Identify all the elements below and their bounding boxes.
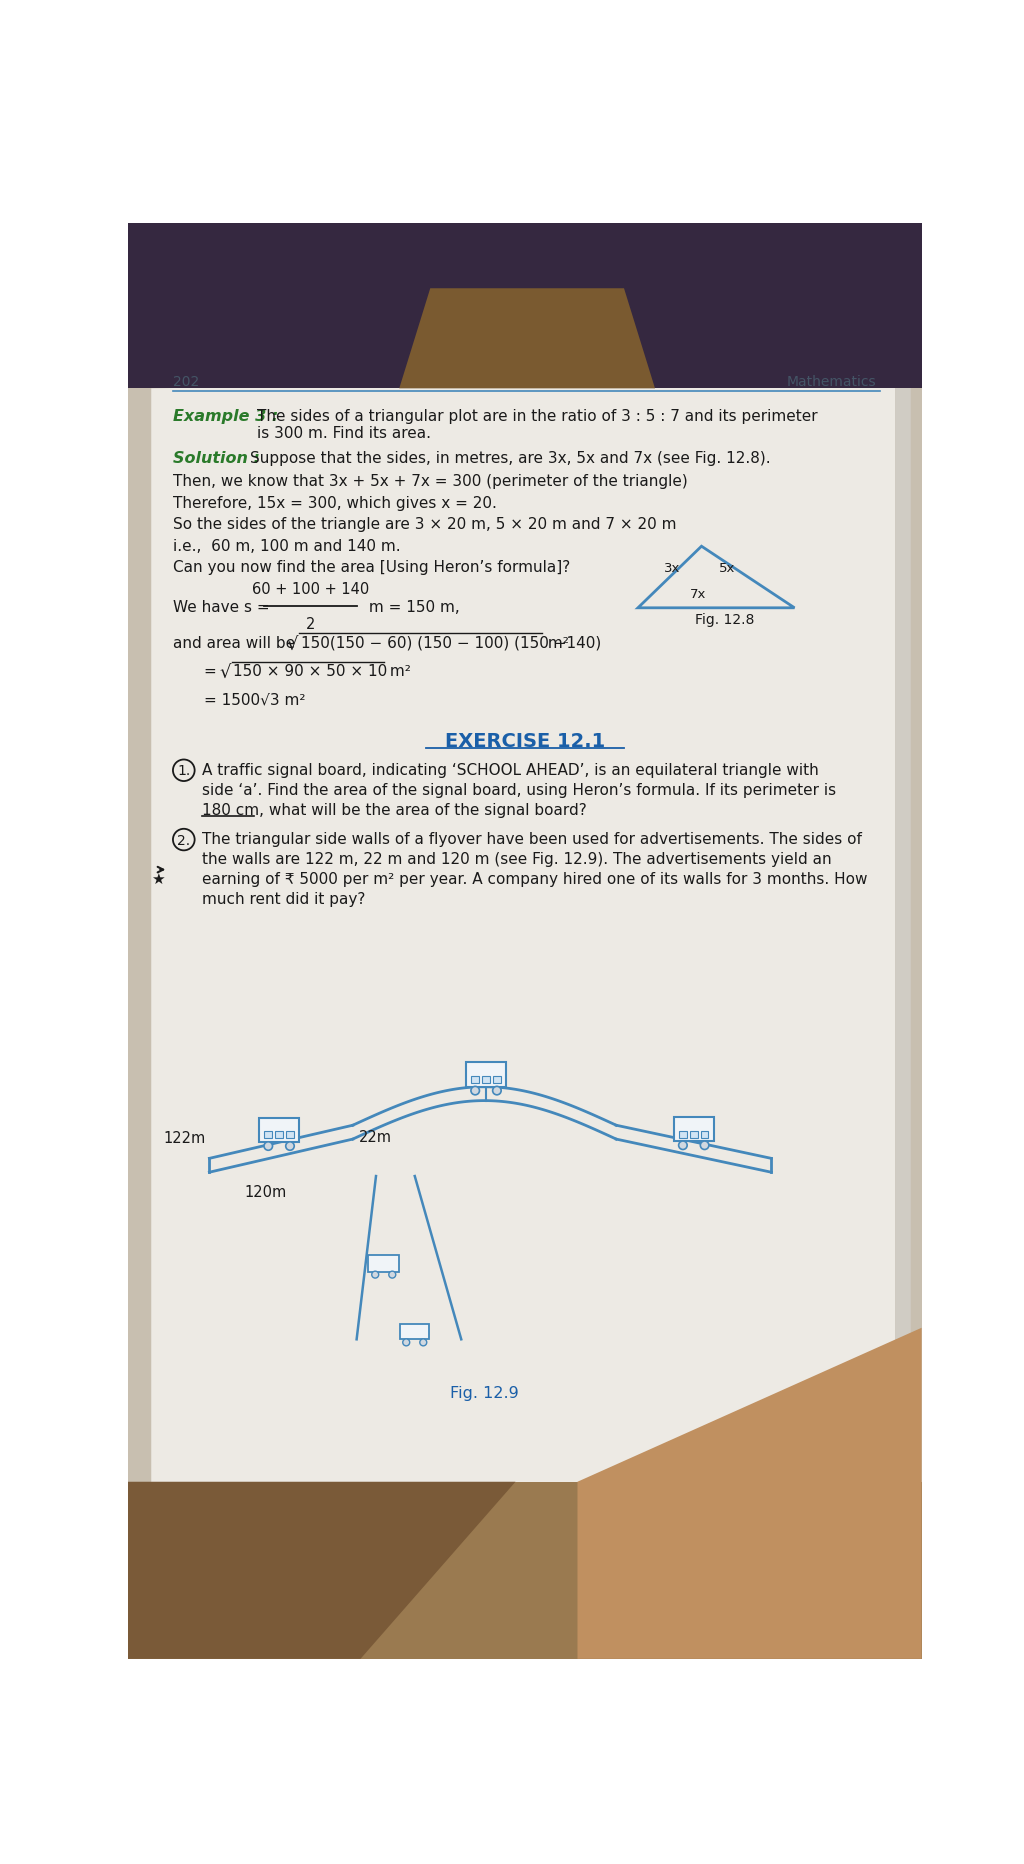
Text: ★: ★ [151,872,164,887]
Bar [700,1131,709,1137]
Text: We have s =: We have s = [173,600,269,615]
Text: 122m: 122m [163,1130,206,1146]
Text: m = 150 m,: m = 150 m, [365,600,460,615]
Bar [679,1131,687,1137]
Text: 2: 2 [305,617,314,632]
Text: 2.: 2. [177,833,190,846]
Text: 120m: 120m [245,1184,287,1199]
Text: Fig. 12.8: Fig. 12.8 [695,613,755,626]
Text: 22m: 22m [359,1130,392,1144]
Circle shape [264,1143,272,1150]
Bar [286,1131,294,1139]
Text: side ‘a’. Find the area of the signal board, using Heron’s formula. If its perim: side ‘a’. Find the area of the signal bo… [202,783,836,798]
Circle shape [493,1087,501,1096]
Polygon shape [578,1327,922,1659]
Polygon shape [399,289,655,390]
Bar [128,224,922,416]
Bar [466,1062,506,1087]
Text: √: √ [219,664,231,682]
Bar [674,1117,714,1143]
Text: 150 × 90 × 50 × 10: 150 × 90 × 50 × 10 [233,664,388,678]
Text: 1.: 1. [177,764,190,777]
Text: and area will be: and area will be [173,636,305,651]
Text: Can you now find the area [Using Heron’s formula]?: Can you now find the area [Using Heron’s… [173,559,570,574]
Text: 7x: 7x [690,587,707,600]
Text: Solution :: Solution : [173,451,265,466]
Circle shape [389,1271,395,1279]
Polygon shape [895,369,910,1482]
Bar [264,1131,272,1139]
Circle shape [679,1141,687,1150]
Text: The triangular side walls of a flyover have been used for advertisements. The si: The triangular side walls of a flyover h… [202,831,861,846]
Text: Therefore, 15x = 300, which gives x = 20.: Therefore, 15x = 300, which gives x = 20… [173,496,497,511]
Text: Mathematics: Mathematics [786,375,876,390]
Text: Suppose that the sides, in metres, are 3x, 5x and 7x (see Fig. 12.8).: Suppose that the sides, in metres, are 3… [251,451,771,466]
Bar [369,1254,399,1271]
Text: 5x: 5x [719,561,735,574]
Polygon shape [128,1482,515,1659]
Text: much rent did it pay?: much rent did it pay? [202,891,365,906]
Text: √: √ [287,636,298,654]
Text: m²: m² [543,636,568,651]
Text: The sides of a triangular plot are in the ratio of 3 : 5 : 7 and its perimeter: The sides of a triangular plot are in th… [257,408,817,423]
Text: the walls are 122 m, 22 m and 120 m (see Fig. 12.9). The advertisements yield an: the walls are 122 m, 22 m and 120 m (see… [202,852,831,867]
Text: Then, we know that 3x + 5x + 7x = 300 (perimeter of the triangle): Then, we know that 3x + 5x + 7x = 300 (p… [173,473,688,488]
Circle shape [471,1087,479,1096]
Text: 202: 202 [173,375,200,390]
Bar [690,1131,697,1137]
Text: So the sides of the triangle are 3 × 20 m, 5 × 20 m and 7 × 20 m: So the sides of the triangle are 3 × 20 … [173,516,677,531]
Circle shape [286,1143,294,1150]
Bar [482,1076,489,1083]
Text: = 1500√3 m²: = 1500√3 m² [204,692,305,706]
Circle shape [420,1338,427,1346]
Bar [471,1076,479,1083]
Text: =: = [204,664,221,678]
Circle shape [402,1338,410,1346]
Polygon shape [152,378,895,1497]
Text: 180 cm, what will be the area of the signal board?: 180 cm, what will be the area of the sig… [202,802,587,818]
Bar [128,1482,922,1659]
Circle shape [372,1271,379,1279]
Circle shape [700,1141,709,1150]
Text: i.e.,  60 m, 100 m and 140 m.: i.e., 60 m, 100 m and 140 m. [173,539,400,554]
Text: 150(150 − 60) (150 − 100) (150 −140): 150(150 − 60) (150 − 100) (150 −140) [301,636,601,651]
Bar [400,1323,429,1340]
Text: Fig. 12.9: Fig. 12.9 [451,1385,519,1400]
Text: 3x: 3x [665,561,681,574]
Text: EXERCISE 12.1: EXERCISE 12.1 [444,731,605,751]
Bar [275,1131,283,1139]
Text: Example 3 :: Example 3 : [173,408,284,423]
Bar [259,1118,299,1143]
Text: earning of ₹ 5000 per m² per year. A company hired one of its walls for 3 months: earning of ₹ 5000 per m² per year. A com… [202,872,867,887]
Text: A traffic signal board, indicating ‘SCHOOL AHEAD’, is an equilateral triangle wi: A traffic signal board, indicating ‘SCHO… [202,762,818,777]
Text: m²: m² [385,664,411,678]
Text: 60 + 100 + 140: 60 + 100 + 140 [252,582,369,596]
Bar [128,224,922,390]
Text: is 300 m. Find its area.: is 300 m. Find its area. [257,425,431,440]
Bar [493,1076,501,1083]
